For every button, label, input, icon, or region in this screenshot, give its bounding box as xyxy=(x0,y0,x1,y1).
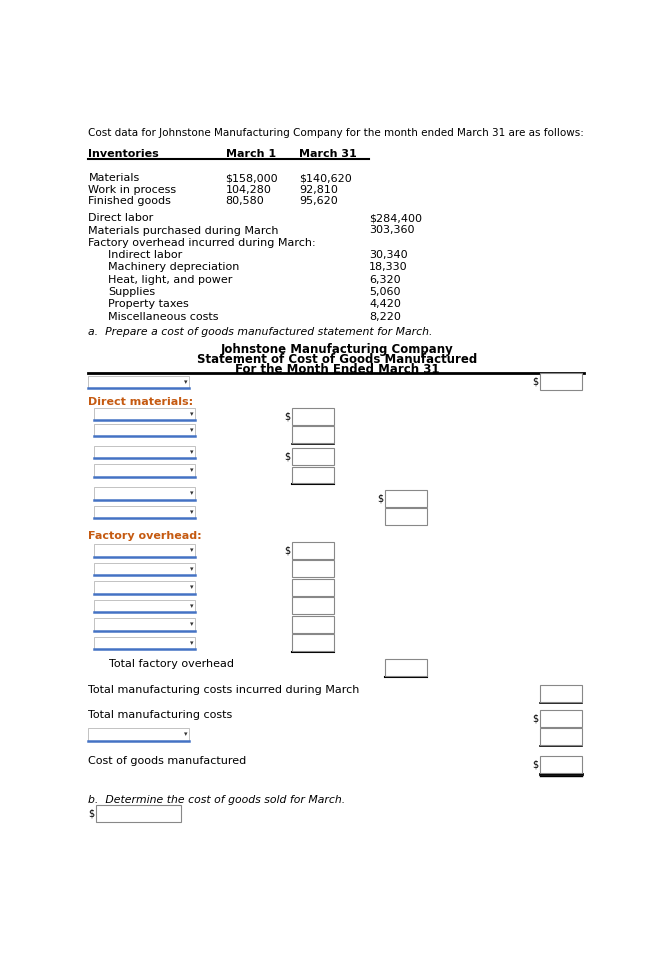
Text: For the Month Ended March 31: For the Month Ended March 31 xyxy=(235,363,440,376)
Text: Inventories: Inventories xyxy=(88,149,159,160)
Text: Factory overhead incurred during March:: Factory overhead incurred during March: xyxy=(88,238,316,248)
Text: $: $ xyxy=(284,545,290,556)
Bar xyxy=(94,619,195,630)
Bar xyxy=(94,544,195,557)
Text: 104,280: 104,280 xyxy=(226,185,272,195)
Bar xyxy=(291,597,334,615)
Text: Materials purchased during March: Materials purchased during March xyxy=(88,226,279,235)
Text: 92,810: 92,810 xyxy=(299,185,338,195)
Bar xyxy=(291,542,334,559)
Bar xyxy=(291,467,334,483)
Bar xyxy=(384,659,427,676)
Text: 30,340: 30,340 xyxy=(369,250,407,260)
Bar xyxy=(291,616,334,633)
Text: ▾: ▾ xyxy=(190,411,193,417)
Text: ▾: ▾ xyxy=(190,509,193,515)
Bar xyxy=(94,637,195,649)
Text: ▾: ▾ xyxy=(184,732,188,738)
Text: ▾: ▾ xyxy=(190,449,193,455)
Bar xyxy=(94,581,195,593)
Text: March 1: March 1 xyxy=(226,149,276,160)
Text: Total manufacturing costs: Total manufacturing costs xyxy=(88,710,233,720)
Text: Cost of goods manufactured: Cost of goods manufactured xyxy=(88,756,247,766)
Text: $: $ xyxy=(532,377,538,387)
Text: $158,000: $158,000 xyxy=(226,173,278,183)
Text: March 31: March 31 xyxy=(299,149,357,160)
Bar xyxy=(291,427,334,443)
Text: 4,420: 4,420 xyxy=(369,299,401,310)
Text: ▾: ▾ xyxy=(190,427,193,434)
Text: Johnstone Manufacturing Company: Johnstone Manufacturing Company xyxy=(221,343,453,355)
Text: Materials: Materials xyxy=(88,173,139,183)
Bar xyxy=(540,374,582,390)
Text: Direct materials:: Direct materials: xyxy=(88,397,193,408)
Text: Miscellaneous costs: Miscellaneous costs xyxy=(108,312,218,321)
Bar xyxy=(94,562,195,575)
Bar xyxy=(540,756,582,773)
Text: Property taxes: Property taxes xyxy=(108,299,189,310)
Bar xyxy=(540,710,582,727)
Text: 18,330: 18,330 xyxy=(369,262,407,272)
Text: 8,220: 8,220 xyxy=(369,312,401,321)
Bar xyxy=(94,487,195,499)
Text: Total manufacturing costs incurred during March: Total manufacturing costs incurred durin… xyxy=(88,685,360,695)
Text: 80,580: 80,580 xyxy=(226,197,265,206)
Text: 303,360: 303,360 xyxy=(369,226,415,235)
Bar xyxy=(291,560,334,577)
Text: $: $ xyxy=(532,713,538,723)
Text: a.  Prepare a cost of goods manufactured statement for March.: a. Prepare a cost of goods manufactured … xyxy=(88,327,433,337)
Text: ▾: ▾ xyxy=(190,621,193,627)
Bar xyxy=(88,376,190,388)
Bar xyxy=(96,805,182,822)
Text: Machinery depreciation: Machinery depreciation xyxy=(108,262,240,272)
Text: Indirect labor: Indirect labor xyxy=(108,250,182,260)
Text: Supplies: Supplies xyxy=(108,287,155,297)
Text: ▾: ▾ xyxy=(190,585,193,590)
Text: Statement of Cost of Goods Manufactured: Statement of Cost of Goods Manufactured xyxy=(197,352,477,366)
Bar xyxy=(94,465,195,476)
Bar xyxy=(94,505,195,518)
Text: $284,400: $284,400 xyxy=(369,213,422,224)
Bar xyxy=(291,579,334,596)
Text: $140,620: $140,620 xyxy=(299,173,352,183)
Bar xyxy=(291,408,334,425)
Text: ▾: ▾ xyxy=(190,566,193,572)
Bar xyxy=(94,445,195,458)
Text: $: $ xyxy=(377,493,383,503)
Bar xyxy=(291,634,334,651)
Text: $: $ xyxy=(89,809,95,819)
Text: ▾: ▾ xyxy=(190,640,193,646)
Bar xyxy=(88,728,190,741)
Text: Cost data for Johnstone Manufacturing Company for the month ended March 31 are a: Cost data for Johnstone Manufacturing Co… xyxy=(88,129,584,138)
Text: ▾: ▾ xyxy=(190,548,193,554)
Text: 6,320: 6,320 xyxy=(369,275,401,285)
Bar xyxy=(384,508,427,525)
Text: ▾: ▾ xyxy=(190,603,193,609)
Text: Total factory overhead: Total factory overhead xyxy=(109,659,234,669)
Text: b.  Determine the cost of goods sold for March.: b. Determine the cost of goods sold for … xyxy=(88,795,345,804)
Bar xyxy=(94,600,195,612)
Text: ▾: ▾ xyxy=(190,468,193,473)
Text: $: $ xyxy=(284,451,290,462)
Text: Finished goods: Finished goods xyxy=(88,197,171,206)
Text: Heat, light, and power: Heat, light, and power xyxy=(108,275,232,285)
Bar xyxy=(94,424,195,437)
Text: ▾: ▾ xyxy=(190,491,193,497)
Text: ▾: ▾ xyxy=(184,378,188,385)
Bar xyxy=(540,685,582,702)
Text: 95,620: 95,620 xyxy=(299,197,338,206)
Bar xyxy=(291,448,334,465)
Bar xyxy=(540,728,582,745)
Bar xyxy=(384,490,427,506)
Text: $: $ xyxy=(284,411,290,421)
Text: Work in process: Work in process xyxy=(88,185,176,195)
Text: Factory overhead:: Factory overhead: xyxy=(88,531,202,541)
Text: Direct labor: Direct labor xyxy=(88,213,154,224)
Bar xyxy=(94,408,195,420)
Text: $: $ xyxy=(532,760,538,770)
Text: 5,060: 5,060 xyxy=(369,287,401,297)
